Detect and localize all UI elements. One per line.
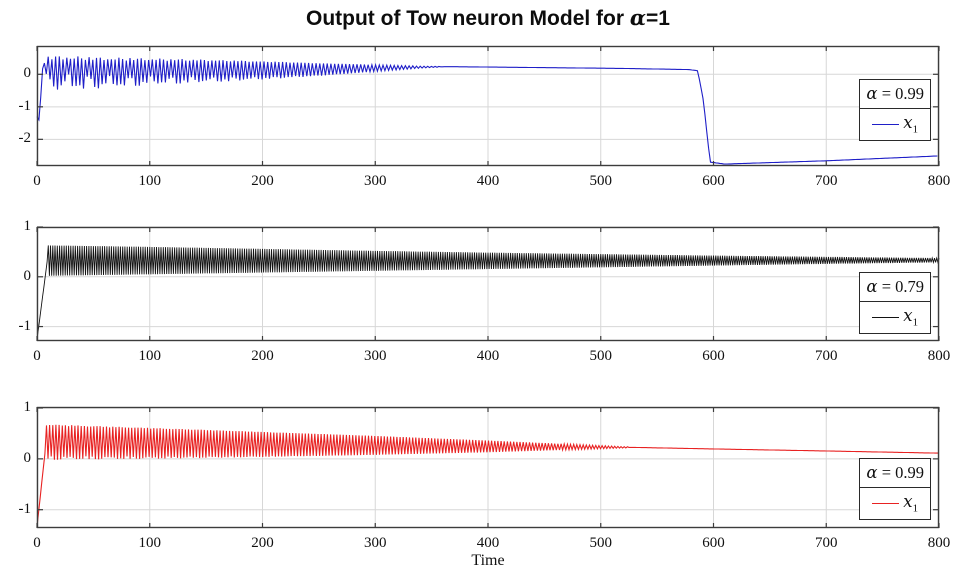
- x-tick-label: 600: [702, 348, 725, 364]
- subplot-3-red: α = 0.99 x1: [36, 406, 940, 529]
- x-tick-label: 700: [815, 173, 838, 189]
- x-tick-label: 100: [138, 535, 162, 551]
- legend-alpha-label-2: α = 0.79: [860, 273, 930, 302]
- axis-border: [36, 226, 940, 342]
- legend-line-sample-2: [872, 317, 900, 318]
- legend-box-3: α = 0.99 x1: [859, 458, 931, 520]
- x-tick-label: 500: [589, 535, 613, 551]
- series-symbol: x: [903, 113, 913, 133]
- x-tick-label: 0: [33, 348, 41, 364]
- x-tick-label: 500: [589, 173, 613, 189]
- x-tick-label: 500: [589, 348, 613, 364]
- x-tick-label: 300: [364, 348, 387, 364]
- x-tick-label: 600: [702, 535, 725, 551]
- plot-area: [36, 45, 940, 167]
- y-tick-label: -1: [18, 500, 32, 517]
- plot-area: [36, 226, 940, 342]
- figure-title-suffix: =1: [646, 7, 670, 30]
- series-symbol: x: [903, 492, 913, 512]
- y-tick-label: -1: [18, 317, 32, 334]
- series-subscript: 1: [912, 502, 919, 515]
- legend-entry-x1-1: x1: [860, 109, 930, 140]
- y-tick-label: -1: [18, 97, 32, 114]
- alpha-symbol: α: [866, 277, 878, 296]
- x1-waveform: [36, 245, 940, 340]
- x1-waveform: [36, 424, 939, 527]
- subplot-1-blue: α = 0.99 x1: [36, 45, 940, 167]
- legend-box-1: α = 0.99 x1: [859, 79, 931, 141]
- series-subscript: 1: [912, 123, 919, 136]
- legend-box-2: α = 0.79 x1: [859, 272, 931, 334]
- legend-series-label-1: x1: [903, 113, 918, 135]
- alpha-value: = 0.79: [877, 277, 924, 296]
- alpha-symbol: α: [866, 463, 878, 482]
- x-tick-label: 800: [927, 535, 951, 551]
- y-tick-label: -2: [18, 130, 32, 147]
- x-tick-label: 800: [927, 348, 951, 364]
- axis-border: [36, 406, 940, 529]
- y-tick-label: 1: [23, 218, 32, 234]
- x-tick-label: 600: [702, 173, 725, 189]
- legend-line-sample-1: [872, 124, 900, 125]
- legend-entry-x1-3: x1: [860, 488, 930, 519]
- figure-title: Output of Tow neuron Model for α=1: [37, 5, 939, 31]
- series-subscript: 1: [912, 316, 919, 329]
- alpha-symbol: α: [629, 5, 647, 30]
- legend-entry-x1-2: x1: [860, 302, 930, 333]
- x-tick-label: 300: [364, 535, 387, 551]
- x1-waveform: [36, 56, 938, 165]
- figure-title-text: Output of Tow neuron Model for: [305, 7, 630, 30]
- x-tick-label: 0: [33, 173, 41, 189]
- legend-series-label-3: x1: [903, 492, 918, 514]
- x-tick-label: 200: [251, 348, 274, 364]
- x-tick-label: 700: [815, 535, 838, 551]
- y-tick-label: 0: [23, 267, 32, 284]
- alpha-value: = 0.99: [877, 84, 924, 103]
- alpha-value: = 0.99: [877, 463, 924, 482]
- x-tick-label: 300: [364, 173, 387, 189]
- x-tick-label: 800: [927, 173, 951, 189]
- x-tick-label: 400: [476, 173, 500, 189]
- legend-alpha-label-1: α = 0.99: [860, 80, 930, 109]
- x-tick-label: 400: [476, 348, 500, 364]
- legend-alpha-label-3: α = 0.99: [860, 459, 930, 488]
- y-tick-label: 1: [23, 399, 32, 416]
- x-tick-label: 200: [251, 173, 274, 189]
- series-symbol: x: [903, 306, 913, 326]
- plot-area: [36, 406, 940, 529]
- legend-series-label-2: x1: [903, 306, 918, 328]
- subplot-2-black: α = 0.79 x1: [36, 226, 940, 342]
- x-tick-label: 0: [33, 535, 41, 551]
- x-tick-label: 100: [138, 348, 162, 364]
- y-tick-label: 0: [23, 65, 32, 82]
- x-tick-label: 400: [476, 535, 500, 551]
- legend-line-sample-3: [872, 503, 900, 504]
- x-axis-label: Time: [471, 552, 505, 569]
- x-tick-label: 700: [815, 348, 838, 364]
- x-tick-label: 100: [138, 173, 162, 189]
- y-tick-label: 0: [23, 449, 32, 466]
- alpha-symbol: α: [866, 84, 878, 103]
- axis-border: [36, 45, 940, 167]
- x-tick-label: 200: [251, 535, 274, 551]
